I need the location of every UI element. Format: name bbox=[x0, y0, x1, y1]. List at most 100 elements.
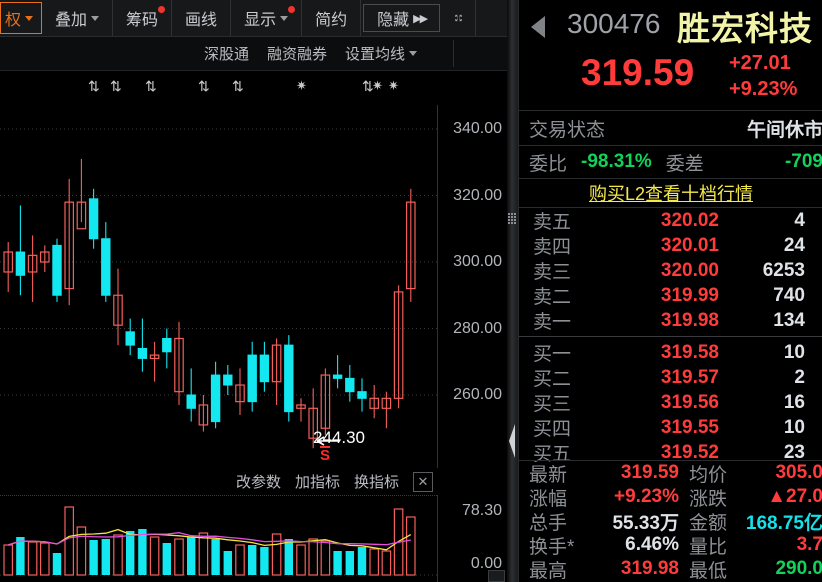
event-marker-icon[interactable]: ⇅ bbox=[198, 78, 210, 94]
event-marker-icon[interactable]: ⇅ bbox=[110, 78, 122, 94]
chevron-down-icon bbox=[409, 51, 417, 56]
order-book-volume: 23 bbox=[783, 441, 805, 463]
candle bbox=[235, 384, 245, 403]
toolbar-button-chips[interactable]: 筹码 bbox=[113, 0, 173, 36]
candle bbox=[198, 404, 209, 426]
order-book-level-label: 买二 bbox=[533, 369, 572, 390]
splitter-grip-icon[interactable] bbox=[508, 213, 516, 225]
toolbar-button-simple[interactable]: 简约 bbox=[302, 0, 362, 36]
fullscreen-expand-icon bbox=[455, 14, 462, 22]
indicator-toolbar: 改参数 加指标 换指标 ✕ bbox=[0, 468, 437, 496]
stats-value: 319.59 bbox=[620, 462, 679, 483]
event-marker-icon[interactable]: ⇅ bbox=[232, 78, 244, 94]
toolbar-button-adjust[interactable]: 权 bbox=[0, 2, 43, 34]
order-book-row[interactable]: 买二 319.57 2 bbox=[519, 365, 822, 391]
stats-value: 290.0 bbox=[775, 558, 822, 579]
candle bbox=[332, 374, 343, 379]
order-book-row[interactable]: 卖四 320.01 24 bbox=[519, 233, 822, 259]
stats-label: 最新 bbox=[529, 464, 568, 486]
order-book-row[interactable]: 卖二 319.99 740 bbox=[519, 283, 822, 309]
order-book-volume: 134 bbox=[773, 309, 805, 331]
toolbar-button-overlay[interactable]: 叠加 bbox=[42, 0, 114, 36]
volume-bar bbox=[89, 540, 98, 575]
order-book-price: 320.02 bbox=[660, 209, 719, 231]
subtoolbar-label-set-ma: 设置均线 bbox=[344, 46, 405, 63]
candlestick-chart[interactable] bbox=[0, 105, 437, 468]
order-ratio-row: 委比 -98.31% 委差 -709 bbox=[519, 145, 822, 178]
order-book-level-label: 买一 bbox=[533, 344, 572, 365]
candle bbox=[259, 354, 270, 383]
l2-upgrade-link[interactable]: 购买L2查看十档行情 bbox=[519, 178, 822, 208]
stats-table: 最新 319.59 均价 305.0 涨幅 +9.23% 涨跌 ▲27.0 总手 55.33万 金额… bbox=[519, 460, 822, 582]
order-book-level-label: 卖二 bbox=[533, 287, 572, 308]
stats-value: 319.98 bbox=[620, 558, 679, 579]
toolbar-label-chips: 筹码 bbox=[126, 12, 159, 29]
event-marker-star-icon[interactable]: ✷ bbox=[388, 78, 399, 93]
sell-signal-label: S bbox=[320, 447, 331, 464]
annotation-arrow-icon bbox=[316, 436, 340, 446]
low-price-annotation: 244.30 bbox=[313, 428, 365, 447]
horizontal-scrollbar[interactable] bbox=[488, 570, 505, 582]
trade-status-row: 交易状态 午间休市 bbox=[519, 110, 822, 145]
stats-label: 金额 bbox=[689, 512, 728, 534]
event-marker-star-icon[interactable]: ✷ bbox=[296, 78, 307, 93]
toolbar-label-adjust: 权 bbox=[5, 12, 22, 29]
back-triangle-icon[interactable] bbox=[531, 16, 545, 38]
indicator-switch[interactable]: 换指标 bbox=[353, 474, 399, 491]
volume-bar bbox=[260, 547, 269, 575]
chart-toolbar: 权 叠加 筹码 画线 显示 简约 隐藏 bbox=[0, 0, 507, 37]
stock-code: 300476 bbox=[567, 8, 661, 39]
order-book-volume: 4 bbox=[794, 209, 805, 231]
candle bbox=[369, 397, 379, 409]
toolbar-button-drawline[interactable]: 画线 bbox=[172, 0, 232, 36]
order-book-row[interactable]: 卖五 320.02 4 bbox=[519, 208, 822, 234]
order-book-row[interactable]: 卖一 319.98 134 bbox=[519, 308, 822, 334]
toolbar-button-hide[interactable]: 隐藏 ▶▶ bbox=[363, 4, 441, 32]
double-chevron-right-icon: ▶▶ bbox=[413, 12, 428, 25]
subtoolbar-item-set-ma[interactable]: 设置均线 bbox=[345, 43, 417, 64]
event-marker-icon[interactable]: ⇅ bbox=[145, 78, 157, 94]
candle bbox=[393, 291, 404, 399]
order-book-row[interactable]: 买五 319.52 23 bbox=[519, 440, 822, 466]
volume-bar bbox=[64, 506, 74, 576]
stats-value: 168.75亿 bbox=[745, 512, 822, 534]
volume-chart[interactable] bbox=[0, 495, 437, 582]
volume-bar bbox=[235, 544, 245, 576]
stock-name: 胜宏科技 bbox=[677, 10, 813, 47]
trade-status-value: 午间休市 bbox=[746, 119, 822, 141]
order-book-row[interactable]: 买四 319.55 10 bbox=[519, 415, 822, 441]
event-marker-star-icon[interactable]: ✷ bbox=[372, 78, 383, 93]
order-book-volume: 6253 bbox=[762, 259, 805, 281]
volume-bar bbox=[284, 539, 293, 575]
stats-label: 均价 bbox=[689, 464, 728, 486]
volume-bar bbox=[369, 548, 379, 576]
volume-bar bbox=[320, 540, 331, 576]
volume-bar bbox=[101, 539, 110, 575]
candle bbox=[357, 391, 367, 399]
order-book-volume: 10 bbox=[783, 416, 805, 438]
indicator-add[interactable]: 加指标 bbox=[294, 474, 340, 491]
order-book-divider bbox=[519, 336, 822, 337]
order-book-row[interactable]: 卖三 320.00 6253 bbox=[519, 258, 822, 284]
stats-label: 最高 bbox=[529, 560, 568, 582]
order-book-row[interactable]: 买三 319.56 16 bbox=[519, 390, 822, 416]
order-book-row[interactable]: 买一 319.58 10 bbox=[519, 340, 822, 366]
splitter-collapse-icon[interactable] bbox=[508, 420, 516, 462]
toolbar-button-display[interactable]: 显示 bbox=[231, 0, 303, 36]
subtoolbar-item-shenzhen-connect[interactable]: 深股通 bbox=[204, 43, 249, 64]
panel-splitter[interactable] bbox=[507, 0, 518, 582]
event-marker-icon[interactable]: ⇅ bbox=[362, 78, 374, 94]
event-marker-icon[interactable]: ⇅ bbox=[88, 78, 100, 94]
close-icon[interactable]: ✕ bbox=[413, 471, 433, 492]
candle bbox=[174, 337, 184, 393]
volume-axis-label: 78.30 bbox=[461, 502, 502, 519]
indicator-change-params[interactable]: 改参数 bbox=[235, 474, 281, 491]
event-marker-strip: ⇅ ⇅ ⇅ ⇅ ⇅ ✷ ✷ ✷ ⇅ bbox=[0, 71, 437, 105]
order-book-level-label: 卖三 bbox=[533, 262, 572, 283]
volume-bar bbox=[113, 534, 123, 576]
subtoolbar-item-margin-trading[interactable]: 融资融券 bbox=[267, 43, 327, 64]
volume-bar bbox=[333, 551, 342, 575]
stats-value: +9.23% bbox=[614, 486, 679, 507]
fullscreen-expand-button[interactable] bbox=[442, 0, 477, 36]
order-book-level-label: 卖四 bbox=[533, 237, 572, 258]
